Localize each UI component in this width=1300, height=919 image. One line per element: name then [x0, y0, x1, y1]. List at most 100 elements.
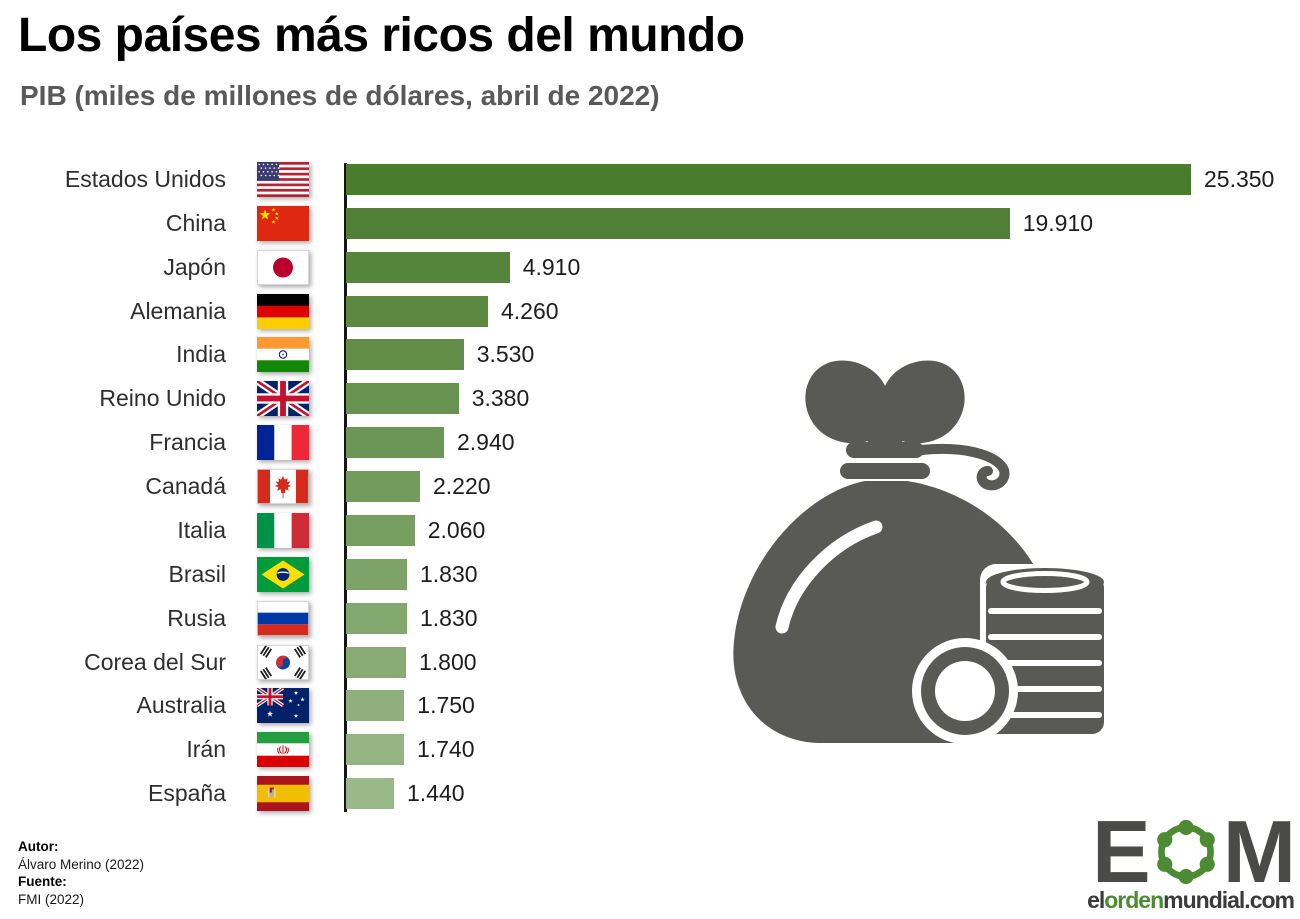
bag-highlight — [775, 520, 883, 634]
country-label: Brasil — [168, 560, 226, 587]
author-name: Álvaro Merino (2022) — [18, 856, 145, 872]
value-label: 4.260 — [501, 297, 559, 324]
chart-row: Corea del Sur 1.800 — [0, 644, 1300, 680]
gdp-bar — [346, 514, 415, 546]
country-label: Corea del Sur — [84, 648, 226, 675]
country-label: Rusia — [167, 604, 226, 631]
gdp-bar — [346, 471, 420, 502]
chart-row: Canadá 2.220 — [0, 469, 1300, 504]
gdp-bar — [346, 734, 404, 766]
chart-row: Rusia 1.830 — [0, 600, 1300, 636]
logo-url-rest: mundial.com — [1163, 887, 1295, 913]
value-label: 1.750 — [417, 692, 475, 719]
country-label: Australia — [136, 692, 226, 719]
es-flag-icon — [257, 776, 309, 811]
value-label: 2.940 — [457, 429, 515, 456]
logo-url: elordenmundial.com — [1087, 887, 1295, 914]
logo-url-el: el — [1087, 887, 1105, 913]
gdp-bar — [346, 295, 488, 327]
gb-flag-icon — [257, 381, 309, 417]
au-flag-icon — [257, 688, 309, 724]
eom-logo: E M elordenmundial.com — [1087, 802, 1296, 914]
gdp-bar — [346, 251, 510, 283]
country-label: Estados Unidos — [64, 166, 226, 192]
fr-flag-icon — [257, 425, 309, 461]
value-label: 2.220 — [433, 473, 491, 499]
ru-flag-icon — [257, 600, 309, 636]
logo-letter-m: M — [1222, 802, 1296, 901]
in-flag-icon — [257, 337, 309, 373]
chart-row: India 3.530 — [0, 337, 1300, 373]
logo-url-orden: orden — [1104, 887, 1164, 913]
country-label: Alemania — [130, 297, 226, 324]
ir-flag-icon — [257, 732, 309, 768]
chart-row: Alemania 4.260 — [0, 293, 1300, 329]
bag-tie-band — [846, 442, 924, 458]
country-label: Reino Unido — [99, 385, 226, 412]
value-label: 2.060 — [427, 516, 486, 543]
ca-flag-icon — [257, 469, 309, 504]
logo-letter-e: E — [1091, 802, 1151, 901]
country-label: Francia — [149, 429, 226, 456]
chart-row: Estados Unidos 25.350 — [0, 162, 1300, 197]
value-label: 19.910 — [1022, 209, 1094, 236]
chart-row: Reino Unido 3.380 — [0, 381, 1300, 417]
country-label: España — [147, 780, 226, 806]
single-coin — [912, 638, 1018, 744]
country-label: Italia — [177, 516, 226, 543]
value-label: 1.830 — [420, 560, 478, 587]
chart-row: Italia 2.060 — [0, 512, 1300, 548]
author-label: Autor: — [18, 839, 59, 854]
br-flag-icon — [257, 556, 309, 592]
logo-o-icon — [1156, 819, 1215, 885]
chart-row: Brasil 1.830 — [0, 556, 1300, 592]
value-label: 1.740 — [417, 736, 475, 763]
chart-row: España 1.440 — [0, 776, 1300, 811]
chart-row: Francia 2.940 — [0, 425, 1300, 461]
bag-tie-band — [840, 463, 930, 479]
gdp-bar — [346, 383, 459, 415]
us-flag-icon — [257, 162, 309, 197]
value-label: 4.910 — [522, 253, 581, 280]
value-label: 3.530 — [476, 341, 535, 368]
chart-row: Australia 1.750 — [0, 688, 1300, 724]
credits: Autor: Álvaro Merino (2022) Fuente: FMI … — [18, 838, 144, 908]
country-label: China — [165, 209, 226, 236]
cn-flag-icon — [257, 205, 309, 241]
chart-row: China 19.910 — [0, 205, 1300, 241]
country-label: Irán — [186, 736, 226, 763]
gdp-bar — [346, 339, 464, 371]
eom-logo-letters: E M — [1087, 802, 1296, 901]
axis-line — [344, 163, 347, 812]
de-flag-icon — [257, 293, 309, 329]
country-label: India — [176, 341, 226, 368]
source-label: Fuente: — [18, 874, 67, 890]
country-label: Canadá — [145, 473, 226, 499]
value-label: 1.830 — [420, 604, 478, 631]
gdp-bar — [346, 164, 1191, 195]
value-label: 3.380 — [471, 385, 530, 412]
bag-knot — [805, 360, 965, 456]
source-name: FMI (2022) — [18, 891, 85, 907]
page-title: Los países más ricos del mundo — [18, 9, 745, 62]
value-label: 25.350 — [1204, 166, 1275, 192]
jp-flag-icon — [257, 249, 309, 285]
kr-flag-icon — [257, 644, 309, 680]
country-label: Japón — [163, 253, 226, 280]
value-label: 1.440 — [407, 780, 465, 806]
gdp-bar — [346, 602, 407, 634]
bag-rope — [917, 443, 1010, 491]
gdp-bar — [346, 207, 1010, 239]
gdp-bar — [346, 646, 406, 678]
gdp-bar — [346, 778, 394, 809]
money-bag-and-coins-icon — [733, 360, 1110, 744]
gdp-bar — [346, 690, 405, 722]
page-subtitle: PIB (miles de millones de dólares, abril… — [20, 80, 660, 111]
gdp-bar — [346, 427, 444, 459]
it-flag-icon — [257, 512, 309, 548]
gdp-bar — [346, 558, 407, 590]
value-label: 1.800 — [419, 648, 477, 675]
chart-row: Japón 4.910 — [0, 249, 1300, 285]
